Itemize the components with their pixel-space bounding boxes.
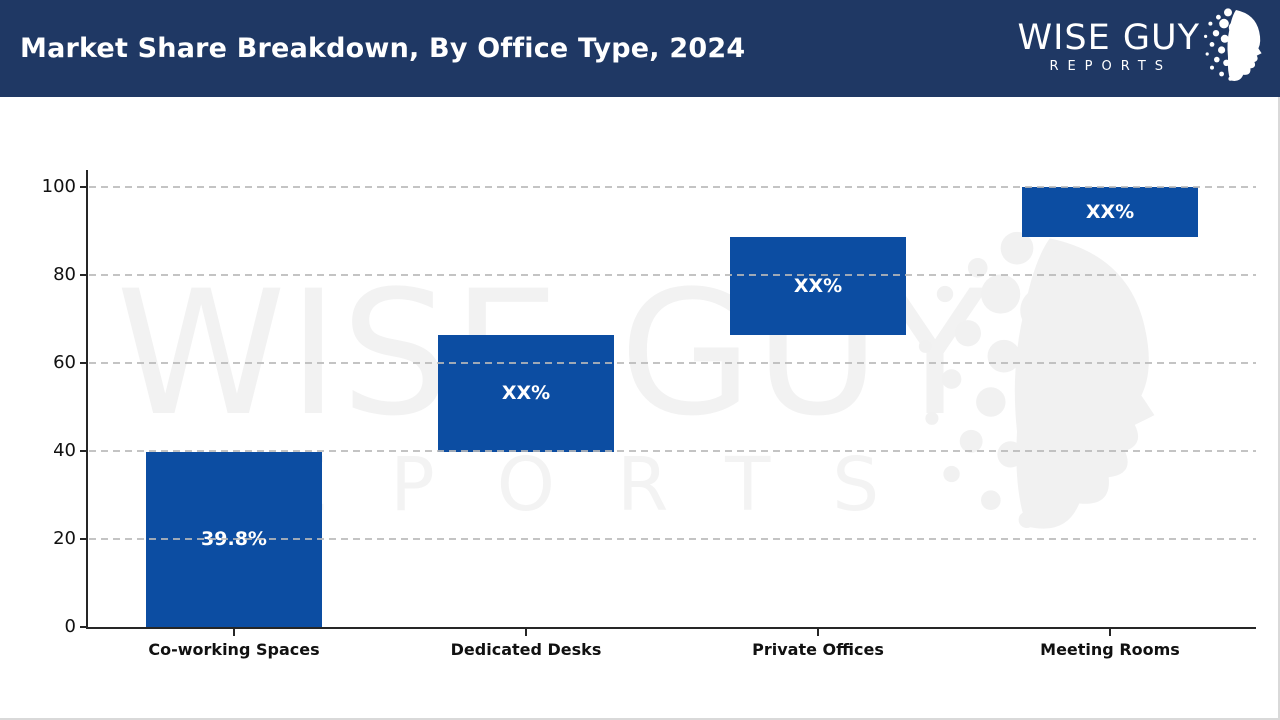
y-tick-label-20: 20: [53, 528, 76, 549]
header: Market Share Breakdown, By Office Type, …: [0, 0, 1280, 97]
y-tick-label-60: 60: [53, 352, 76, 373]
bar-meeting-rooms-label: XX%: [1085, 201, 1135, 224]
logo-wordmark: WISE GUY: [1017, 18, 1200, 58]
y-tick-mark-20: [80, 538, 88, 540]
bar-private-offices: XX%: [730, 237, 906, 335]
bar-meeting-rooms: XX%: [1022, 187, 1198, 238]
y-axis-line: [86, 170, 88, 629]
gridline-80: [89, 274, 1256, 276]
logo-face-icon: [1204, 8, 1262, 81]
gridline-40: [89, 450, 1256, 452]
y-tick-mark-60: [80, 362, 88, 364]
y-tick-mark-80: [80, 274, 88, 276]
y-tick-mark-40: [80, 450, 88, 452]
y-tick-mark-0: [80, 626, 88, 628]
x-axis-label-3: Private Offices: [752, 640, 884, 659]
logo-text: WISE GUY REPORTS: [1017, 20, 1200, 74]
x-tick-mark-1: [233, 628, 235, 636]
x-axis-label-4: Meeting Rooms: [1040, 640, 1180, 659]
x-axis-label-2: Dedicated Desks: [450, 640, 602, 659]
watermark-face-icon: [918, 231, 1155, 529]
page-title: Market Share Breakdown, By Office Type, …: [20, 33, 746, 64]
bar-dedicated-desks: XX%: [438, 334, 614, 452]
logo-subtext: REPORTS: [1049, 58, 1173, 74]
bar-dedicated-desks-label: XX%: [501, 382, 551, 405]
gridline-20: [89, 538, 1256, 540]
gridline-100: [89, 186, 1256, 188]
x-axis-line: [86, 627, 1256, 629]
y-tick-label-0: 0: [64, 616, 76, 637]
gridline-60: [89, 362, 1256, 364]
x-tick-mark-4: [1109, 628, 1111, 636]
x-tick-mark-2: [525, 628, 527, 636]
wise-guy-logo: WISE GUY REPORTS: [1010, 0, 1270, 97]
x-axis-label-1: Co-working Spaces: [148, 640, 320, 659]
y-tick-label-80: 80: [53, 264, 76, 285]
y-tick-label-40: 40: [53, 440, 76, 461]
x-tick-mark-3: [817, 628, 819, 636]
y-tick-mark-100: [80, 186, 88, 188]
y-tick-label-100: 100: [41, 176, 76, 197]
bar-private-offices-label: XX%: [793, 274, 843, 297]
